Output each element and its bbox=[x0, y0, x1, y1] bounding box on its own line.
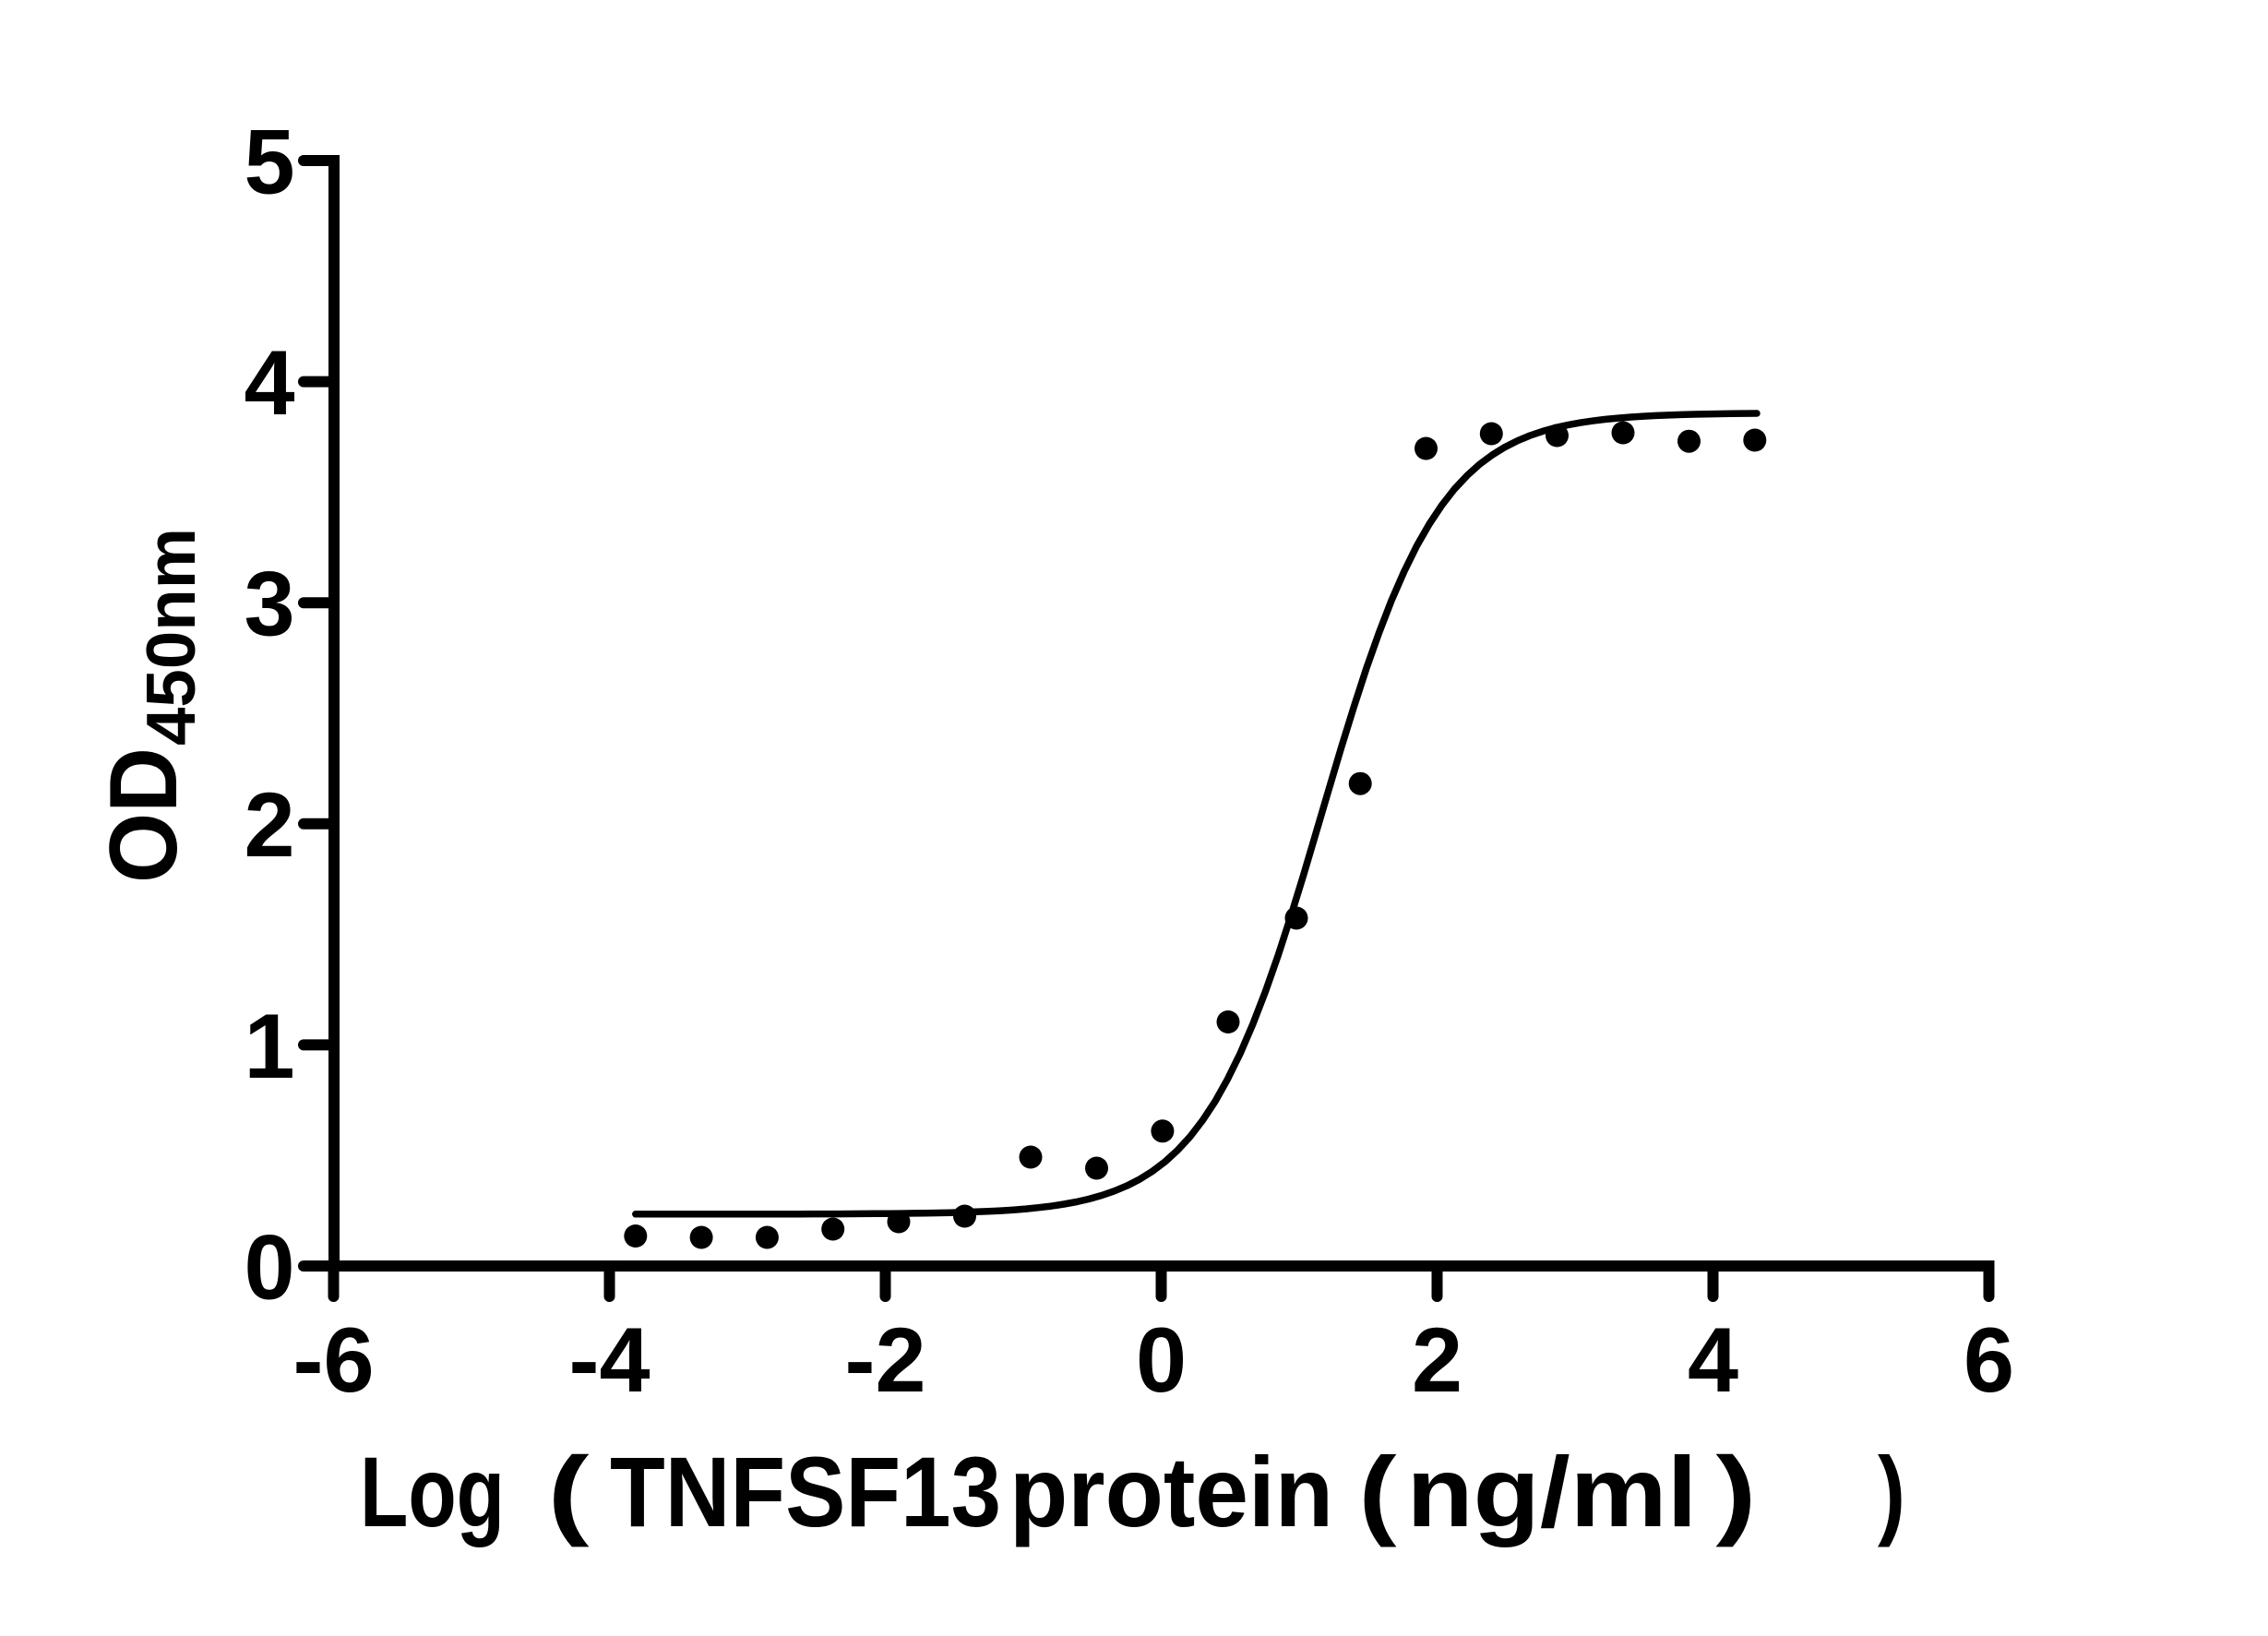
svg-text:-2: -2 bbox=[844, 1308, 925, 1411]
svg-text:(: ( bbox=[1359, 1436, 1397, 1547]
svg-text:3: 3 bbox=[244, 553, 294, 655]
svg-text:ng/ml: ng/ml bbox=[1407, 1436, 1698, 1547]
svg-text:-6: -6 bbox=[292, 1308, 374, 1411]
svg-text:4: 4 bbox=[1688, 1308, 1738, 1411]
svg-text:2: 2 bbox=[244, 773, 294, 876]
svg-text:): ) bbox=[1878, 1436, 1905, 1547]
svg-text:450nm: 450nm bbox=[132, 528, 209, 746]
svg-text:TNFSF13: TNFSF13 bbox=[610, 1436, 1001, 1547]
svg-text:2: 2 bbox=[1412, 1308, 1462, 1411]
svg-text:(: ( bbox=[548, 1436, 590, 1547]
svg-text:-4: -4 bbox=[568, 1308, 650, 1411]
svg-text:Log: Log bbox=[360, 1436, 505, 1547]
svg-text:): ) bbox=[1716, 1436, 1757, 1547]
svg-text:6: 6 bbox=[1964, 1308, 2014, 1411]
svg-text:OD: OD bbox=[90, 747, 197, 883]
svg-text:protein: protein bbox=[1009, 1436, 1333, 1547]
svg-text:0: 0 bbox=[244, 1215, 294, 1318]
svg-text:1: 1 bbox=[244, 995, 294, 1097]
svg-text:4: 4 bbox=[244, 331, 294, 434]
svg-text:0: 0 bbox=[1136, 1308, 1187, 1411]
svg-text:5: 5 bbox=[244, 110, 294, 212]
